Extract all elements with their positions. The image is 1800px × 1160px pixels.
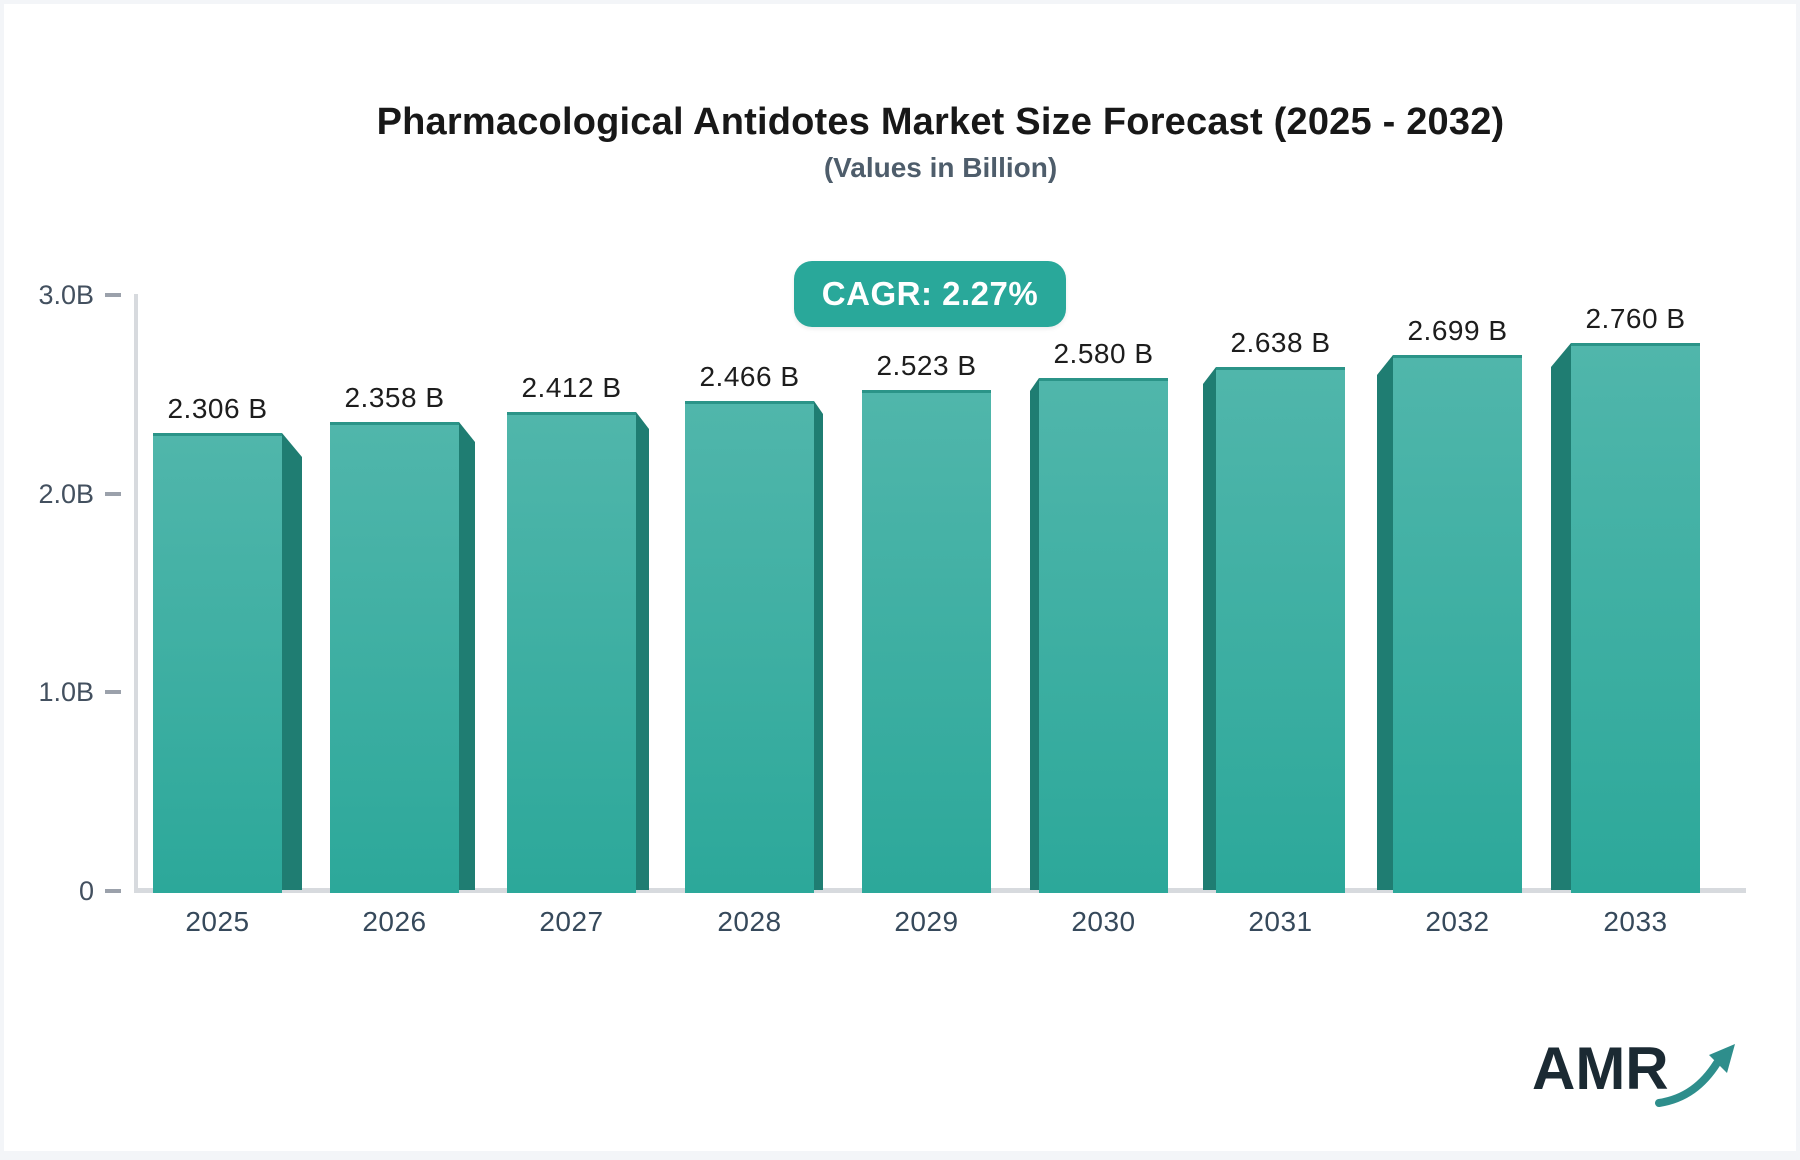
bar-value-label: 2.306 B — [167, 393, 268, 424]
cagr-badge-label: CAGR: 2.27% — [821, 275, 1039, 312]
chart-title: Pharmacological Antidotes Market Size Fo… — [376, 101, 1505, 143]
bar-value-label: 2.358 B — [344, 382, 445, 413]
x-axis-category-label: 2030 — [1071, 906, 1136, 937]
x-axis-category-label: 2029 — [894, 906, 959, 937]
bar-value-label: 2.580 B — [1053, 338, 1154, 369]
bar — [1039, 378, 1168, 893]
y-axis-tick-label: 0 — [78, 876, 94, 906]
y-axis-tick-label: 3.0B — [38, 280, 94, 310]
bar — [1216, 367, 1345, 893]
chart-card: Pharmacological Antidotes Market Size Fo… — [4, 4, 1796, 1151]
cagr-badge: CAGR: 2.27% — [794, 261, 1066, 327]
bar-3d-side — [1030, 378, 1039, 890]
bar-value-label: 2.699 B — [1407, 315, 1508, 346]
bar-value-label: 2.412 B — [521, 372, 622, 403]
bar-3d-side — [1377, 355, 1393, 890]
x-axis-category-label: 2028 — [717, 906, 782, 937]
bar-3d-side — [1203, 367, 1216, 890]
growth-arrow-icon — [1654, 1044, 1735, 1107]
bar — [685, 401, 814, 893]
bar-value-label: 2.523 B — [876, 350, 977, 381]
bar-3d-side — [1551, 343, 1571, 890]
amr-logo-text: AMR — [1532, 1035, 1669, 1102]
bar — [1571, 343, 1700, 893]
bar — [507, 412, 636, 893]
chart-header: Pharmacological Antidotes Market Size Fo… — [135, 100, 1746, 184]
x-axis-category-label: 2027 — [539, 906, 604, 937]
x-axis-category-label: 2025 — [185, 906, 250, 937]
x-axis-category-label: 2033 — [1603, 906, 1668, 937]
x-axis-category-label: 2026 — [362, 906, 427, 937]
x-axis-category-label: 2031 — [1248, 906, 1313, 937]
bar-3d-side — [282, 433, 302, 890]
y-axis-tick — [105, 492, 121, 496]
bar — [1393, 355, 1522, 893]
bar-3d-side — [459, 422, 475, 890]
y-axis-tick-label: 2.0B — [38, 479, 94, 509]
bar — [330, 422, 459, 893]
y-axis-line — [134, 294, 138, 893]
bar-value-label: 2.760 B — [1585, 303, 1686, 334]
y-axis-tick — [105, 889, 121, 893]
chart-subtitle: (Values in Billion) — [823, 152, 1058, 183]
bar — [862, 390, 991, 893]
bar-chart-plot-area: 0 1.0B 2.0B 3.0B 2.306 B 2025 2.358 B 2026 2.412… — [4, 4, 1800, 1160]
bar-3d-side — [636, 412, 649, 890]
amr-logo: AMR — [1532, 1039, 1747, 1113]
y-axis-tick-label: 1.0B — [38, 677, 94, 707]
x-axis-category-label: 2032 — [1425, 906, 1490, 937]
y-axis-tick — [105, 293, 121, 297]
bar-3d-side — [814, 401, 823, 890]
bar-value-label: 2.638 B — [1230, 327, 1331, 358]
bar-value-label: 2.466 B — [699, 361, 800, 392]
y-axis-tick — [105, 690, 121, 694]
bar — [153, 433, 282, 893]
